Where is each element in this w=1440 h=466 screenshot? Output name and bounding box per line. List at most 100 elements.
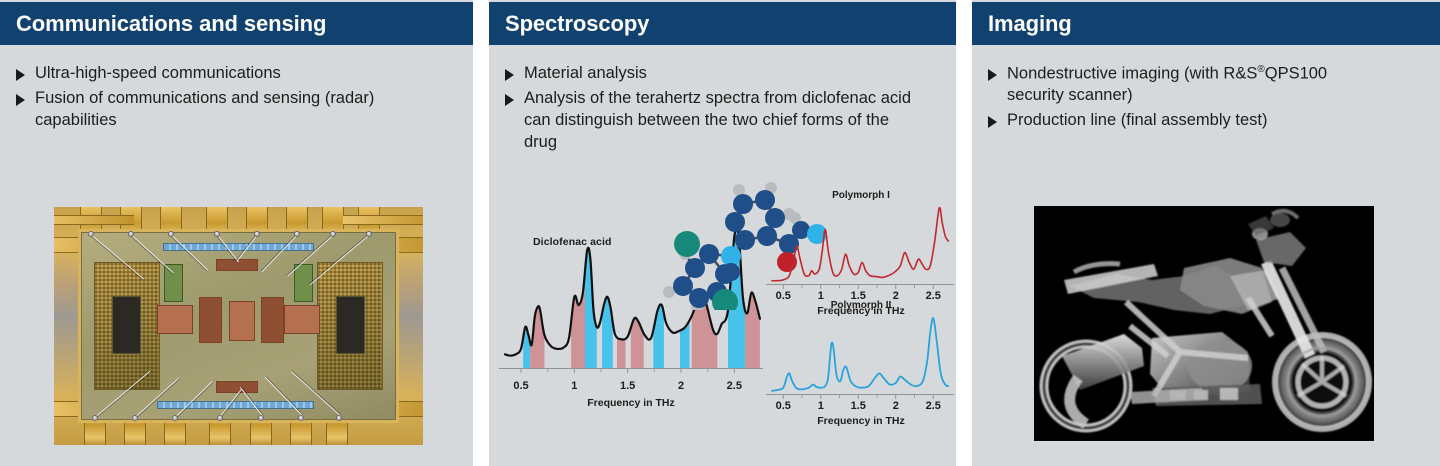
x-tick-label: 2.5 [925, 400, 941, 412]
chart-polymorph-2-spectrum: Polymorph II 0.5 1 1.5 2 2.5 Frequency i… [766, 300, 956, 427]
x-tick-label: 2.5 [925, 290, 941, 302]
bond-ball [92, 415, 98, 421]
atom-chlorine [712, 289, 738, 310]
molecule-label: Diclofenac acid [533, 236, 612, 248]
x-tick-label: 2 [677, 380, 685, 392]
bullet-text: Analysis of the terahertz spectra from d… [524, 88, 912, 151]
die-structure [284, 304, 321, 335]
atom-nitrogen [721, 246, 741, 266]
panel-title: Communications and sensing [16, 10, 327, 36]
atom-carbon [685, 258, 705, 278]
list-item: Production line (final assembly test) [988, 110, 1422, 132]
triangle-bullet-icon [505, 93, 514, 106]
atom-carbon [733, 194, 753, 214]
bond-pad-row-top [162, 243, 315, 252]
atom-carbon [689, 288, 709, 308]
die-core-circuitry [156, 258, 321, 394]
panel-header-spectroscopy: Spectroscopy [489, 2, 956, 45]
x-tick-label: 1 [571, 380, 578, 392]
atom-carbon [765, 208, 785, 228]
spectrum-plot-area [766, 317, 954, 399]
list-item: Material analysis [505, 63, 938, 85]
molecule-svg [663, 182, 827, 310]
atom-carbon [699, 244, 719, 264]
die-structure [199, 296, 223, 343]
x-axis-title: Frequency in THz [587, 397, 675, 409]
panel-spectroscopy: Spectroscopy Material analysis Analysis … [489, 0, 956, 466]
atom-carbon [722, 263, 740, 281]
atom-chlorine [674, 231, 700, 257]
chart-title: Polymorph I [832, 190, 890, 201]
x-tick-label: 1.5 [850, 400, 866, 412]
triangle-bullet-icon [16, 93, 25, 106]
x-axis-title: Frequency in THz [817, 305, 905, 317]
triangle-bullet-icon [505, 69, 514, 81]
bullet-text-pre: Nondestructive imaging (with R&S [1007, 64, 1258, 83]
pad-array-right [317, 262, 384, 390]
die-structure [156, 304, 193, 335]
bond-ball [217, 415, 223, 421]
chart-title: Polymorph II [830, 300, 892, 311]
x-axis-main: 0.5 1 1.5 2 2.5 Frequency in THz [497, 378, 765, 412]
bond-ball [254, 231, 260, 237]
diclofenac-molecule-diagram [639, 182, 849, 310]
spectrum-plot-area [766, 206, 954, 289]
bond-pad-row-bottom [156, 400, 315, 409]
x-axis-title: Frequency in THz [817, 415, 905, 427]
x-tick-label: 2 [892, 400, 899, 412]
panel-header-imaging: Imaging [972, 2, 1440, 45]
panel-title: Imaging [988, 10, 1072, 36]
x-tick-label: 0.5 [775, 290, 791, 302]
pad-window [335, 295, 366, 354]
bond-ball [128, 231, 134, 237]
panel-header-communications: Communications and sensing [0, 2, 473, 45]
x-axis-polymorph-1: 0.5 1 1.5 2 2.5 Frequency in THz [766, 290, 956, 320]
atom-hydrogen [733, 184, 745, 196]
triangle-bullet-icon [988, 69, 997, 81]
atom-nitrogen [807, 224, 827, 244]
terahertz-chip-die-photo [54, 207, 423, 445]
bond-ball [294, 231, 300, 237]
x-tick-label: 0.5 [775, 400, 791, 412]
bond-ball [258, 415, 264, 421]
bond-ball [172, 415, 178, 421]
bullet-list-spectroscopy: Material analysis Analysis of the terahe… [489, 45, 956, 157]
diclofenac-terahertz-spectra: 0.5 1 1.5 2 2.5 Frequency in THz Diclofe… [489, 176, 956, 466]
x-tick-label: 1.5 [850, 290, 866, 302]
atom-carbon [673, 276, 693, 296]
atom-carbon [779, 234, 799, 254]
bullet-text: Nondestructive imaging (with R&S®QPS100 … [1007, 63, 1385, 107]
triangle-bullet-icon [16, 69, 25, 81]
bond-ball [168, 231, 174, 237]
atom-hydrogen [663, 286, 675, 298]
bullet-text: Production line (final assembly test) [1007, 111, 1268, 130]
list-item: Nondestructive imaging (with R&S®QPS100 … [988, 63, 1422, 107]
die-structure [261, 296, 285, 343]
bond-ball [88, 231, 94, 237]
panel-imaging: Imaging Nondestructive imaging (with R&S… [972, 0, 1440, 466]
bullet-text: Ultra-high-speed communications [35, 64, 281, 82]
gold-trace [54, 215, 134, 225]
bond-ball [330, 231, 336, 237]
atom-carbon [755, 190, 775, 210]
panel-title: Spectroscopy [505, 10, 650, 36]
panel-communications-and-sensing: Communications and sensing Ultra-high-sp… [0, 0, 473, 466]
x-tick-label: 0.5 [513, 380, 529, 392]
x-axis-polymorph-2: 0.5 1 1.5 2 2.5 Frequency in THz [766, 400, 956, 430]
x-tick-label: 2.5 [726, 380, 742, 392]
pad-window [111, 295, 142, 354]
bullet-text-post: QPS100 security scanner) [1007, 64, 1328, 105]
die-structure [228, 300, 255, 341]
atom-hydrogen [789, 212, 801, 224]
pad-array-left [93, 262, 160, 390]
bond-ball [336, 415, 342, 421]
chart-polymorph-1-spectrum: Polymorph I 0.5 1 1.5 2 2.5 Frequency in… [766, 190, 956, 317]
bullet-text: Material analysis [524, 64, 647, 82]
bullet-list-communications: Ultra-high-speed communications Fusion o… [0, 45, 473, 135]
x-tick-label: 1.5 [620, 380, 636, 392]
bond-ball [214, 231, 220, 237]
x-tick-label: 1 [817, 290, 824, 302]
bond-ball [366, 231, 372, 237]
bond-ball [132, 415, 138, 421]
